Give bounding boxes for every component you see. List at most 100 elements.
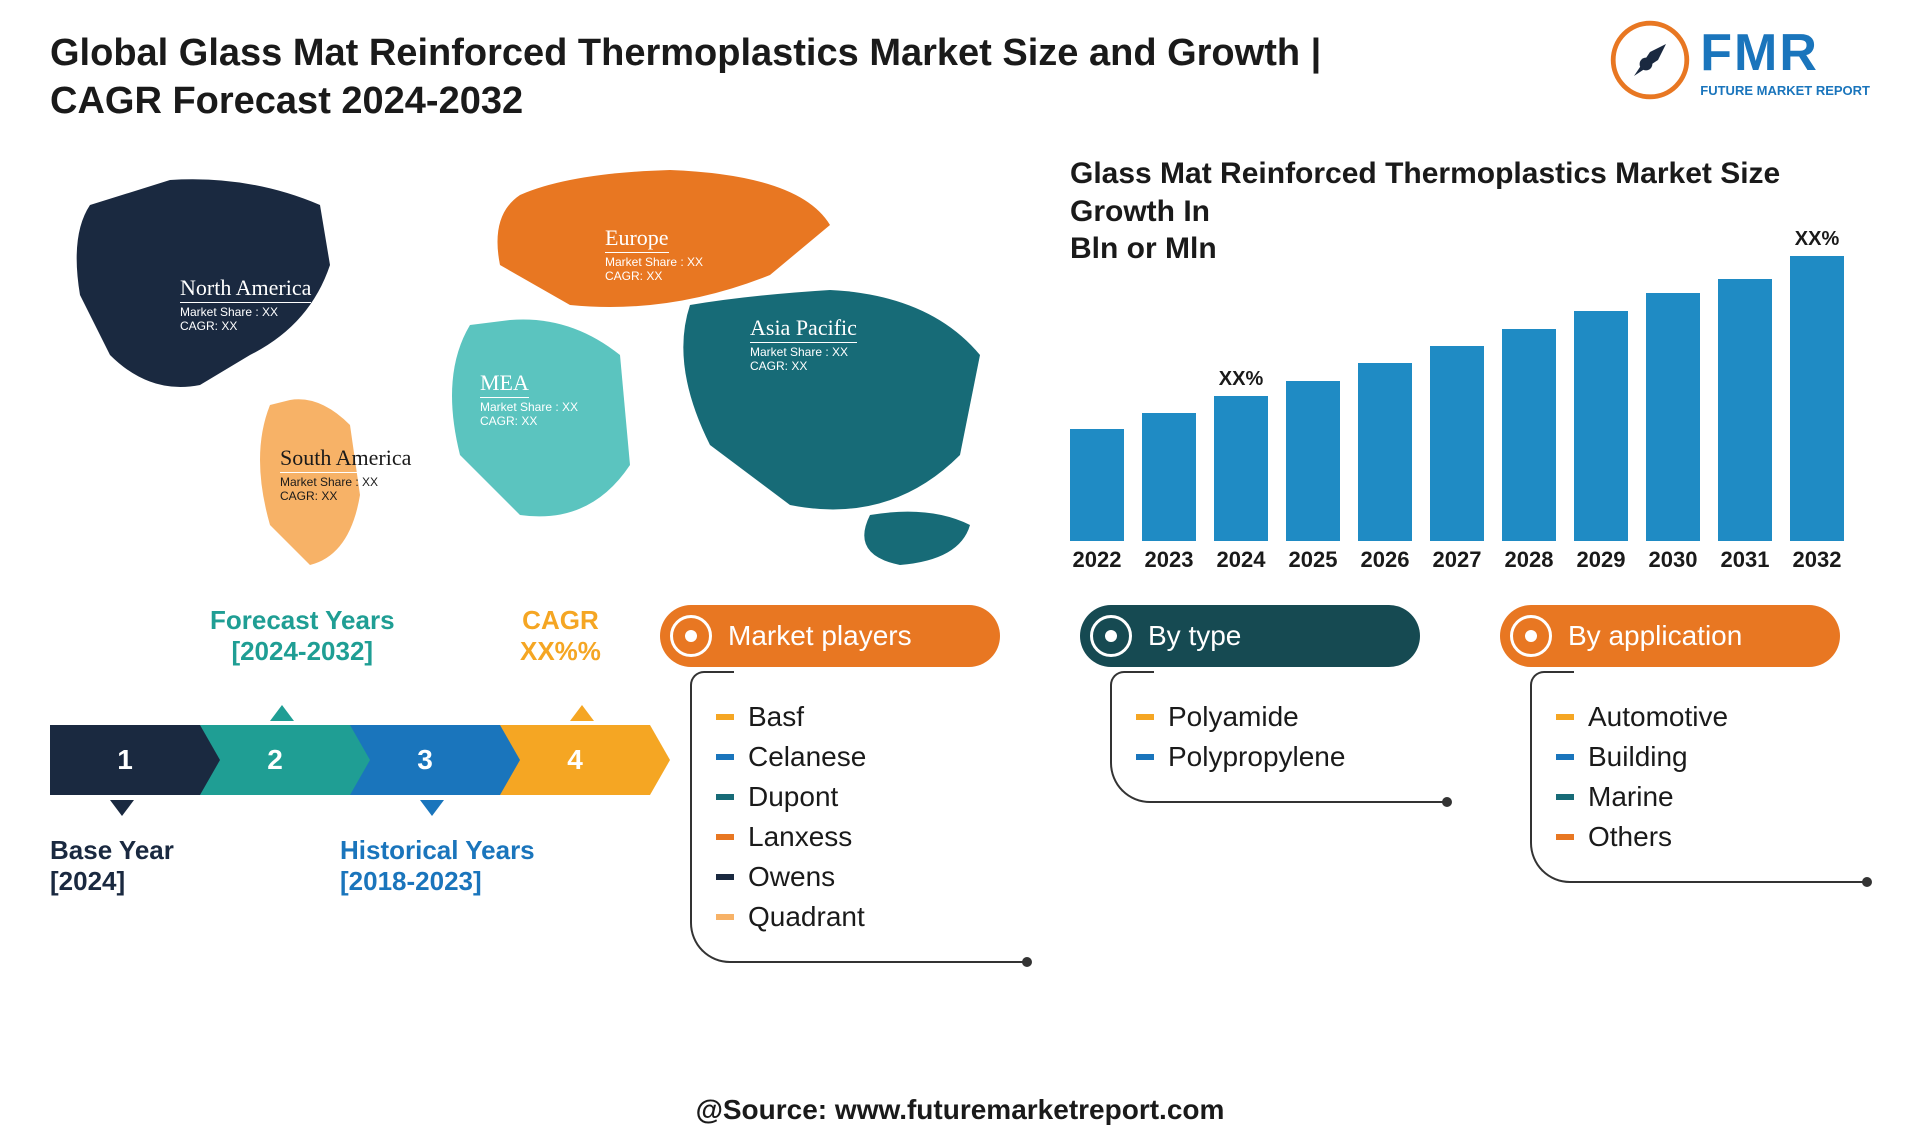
timeline-segment: 2	[200, 725, 350, 795]
bullet-icon	[1136, 714, 1154, 720]
timeline-segment: 3	[350, 725, 500, 795]
telescope-icon	[1610, 20, 1690, 100]
list-item-label: Celanese	[748, 741, 866, 773]
list-item-label: Marine	[1588, 781, 1674, 813]
arrow-up-icon	[270, 705, 294, 721]
bar-group: XX% 2024	[1214, 396, 1268, 573]
bullet-icon	[1556, 754, 1574, 760]
list-item: Marine	[1556, 777, 1870, 817]
bar	[1286, 381, 1340, 541]
region-label: North America Market Share : XX CAGR: XX	[180, 275, 311, 333]
list-item-label: Basf	[748, 701, 804, 733]
cagr-label: CAGR XX%%	[520, 605, 601, 667]
bullet-icon	[716, 874, 734, 880]
pill-dot-icon	[1510, 615, 1552, 657]
source-text: @Source: www.futuremarketreport.com	[0, 1094, 1920, 1126]
bar-year-label: 2025	[1289, 547, 1338, 573]
list-item-label: Polyamide	[1168, 701, 1299, 733]
bar: XX%	[1214, 396, 1268, 541]
list-item-label: Dupont	[748, 781, 838, 813]
list-item-label: Others	[1588, 821, 1672, 853]
bar-group: 2030	[1646, 293, 1700, 573]
bar-year-label: 2032	[1793, 547, 1842, 573]
region-label: Asia Pacific Market Share : XX CAGR: XX	[750, 315, 857, 373]
pill-label: Market players	[728, 620, 912, 652]
bar-year-label: 2022	[1073, 547, 1122, 573]
page-title: Global Glass Mat Reinforced Thermoplasti…	[50, 30, 1350, 125]
bullet-icon	[716, 914, 734, 920]
bar	[1718, 279, 1772, 541]
pill-dot-icon	[670, 615, 712, 657]
list-item: Basf	[716, 697, 1030, 737]
map-svg	[50, 155, 1030, 575]
region-label: Europe Market Share : XX CAGR: XX	[605, 225, 703, 283]
category-pill: By type	[1080, 605, 1420, 667]
bar-group: 2028	[1502, 329, 1556, 573]
arrow-down-icon	[110, 800, 134, 816]
category-section: By application Automotive Building Marin…	[1500, 605, 1870, 963]
pill-label: By type	[1148, 620, 1241, 652]
timeline: Forecast Years [2024-2032] CAGR XX%% 123…	[50, 605, 620, 925]
bar-year-label: 2026	[1361, 547, 1410, 573]
bar	[1358, 363, 1412, 541]
bar-annotation: XX%	[1790, 228, 1844, 251]
region-label: South America Market Share : XX CAGR: XX	[280, 445, 411, 503]
category-list: Automotive Building Marine Others	[1530, 685, 1870, 883]
bar	[1646, 293, 1700, 541]
bar-group: 2031	[1718, 279, 1772, 573]
arrow-up-icon	[570, 705, 594, 721]
chart-title: Glass Mat Reinforced Thermoplastics Mark…	[1070, 155, 1870, 268]
list-item-label: Building	[1588, 741, 1688, 773]
bar	[1070, 429, 1124, 541]
category-list: Polyamide Polypropylene	[1110, 685, 1450, 803]
bar	[1142, 413, 1196, 541]
timeline-segment: 4	[500, 725, 650, 795]
category-section: By type Polyamide Polypropylene	[1080, 605, 1450, 963]
timeline-segment: 1	[50, 725, 200, 795]
bullet-icon	[1556, 834, 1574, 840]
logo-text: FMR	[1700, 23, 1870, 83]
bar-year-label: 2027	[1433, 547, 1482, 573]
bar-annotation: XX%	[1214, 368, 1268, 391]
bar-group: XX% 2032	[1790, 256, 1844, 573]
world-map: North America Market Share : XX CAGR: XX…	[50, 155, 1030, 575]
bar-group: 2026	[1358, 363, 1412, 573]
list-item: Building	[1556, 737, 1870, 777]
list-item-label: Automotive	[1588, 701, 1728, 733]
region-label: MEA Market Share : XX CAGR: XX	[480, 370, 578, 428]
category-list: Basf Celanese Dupont Lanxess Owens Quadr…	[690, 685, 1030, 963]
bullet-icon	[1136, 754, 1154, 760]
bar-group: 2025	[1286, 381, 1340, 573]
list-item: Celanese	[716, 737, 1030, 777]
pill-label: By application	[1568, 620, 1742, 652]
list-item: Automotive	[1556, 697, 1870, 737]
category-pill: By application	[1500, 605, 1840, 667]
bullet-icon	[716, 714, 734, 720]
bar-year-label: 2023	[1145, 547, 1194, 573]
timeline-bar: 1234	[50, 725, 650, 795]
fmr-logo: FMR FUTURE MARKET REPORT	[1610, 20, 1870, 100]
bar-year-label: 2030	[1649, 547, 1698, 573]
list-item: Others	[1556, 817, 1870, 857]
list-item: Quadrant	[716, 897, 1030, 937]
list-item: Dupont	[716, 777, 1030, 817]
bar	[1502, 329, 1556, 541]
arrow-down-icon	[420, 800, 444, 816]
bar-chart: Glass Mat Reinforced Thermoplastics Mark…	[1070, 155, 1870, 575]
bar-year-label: 2028	[1505, 547, 1554, 573]
pill-dot-icon	[1090, 615, 1132, 657]
base-year-label: Base Year [2024]	[50, 835, 174, 897]
forecast-years-label: Forecast Years [2024-2032]	[210, 605, 395, 667]
bar-group: 2023	[1142, 413, 1196, 573]
category-section: Market players Basf Celanese Dupont Lanx…	[660, 605, 1030, 963]
bar-year-label: 2031	[1721, 547, 1770, 573]
list-item: Polypropylene	[1136, 737, 1450, 777]
list-item: Lanxess	[716, 817, 1030, 857]
bullet-icon	[716, 794, 734, 800]
bar-group: 2022	[1070, 429, 1124, 573]
bullet-icon	[716, 834, 734, 840]
bar-group: 2029	[1574, 311, 1628, 573]
list-item-label: Quadrant	[748, 901, 865, 933]
category-pill: Market players	[660, 605, 1000, 667]
historical-years-label: Historical Years [2018-2023]	[340, 835, 535, 897]
